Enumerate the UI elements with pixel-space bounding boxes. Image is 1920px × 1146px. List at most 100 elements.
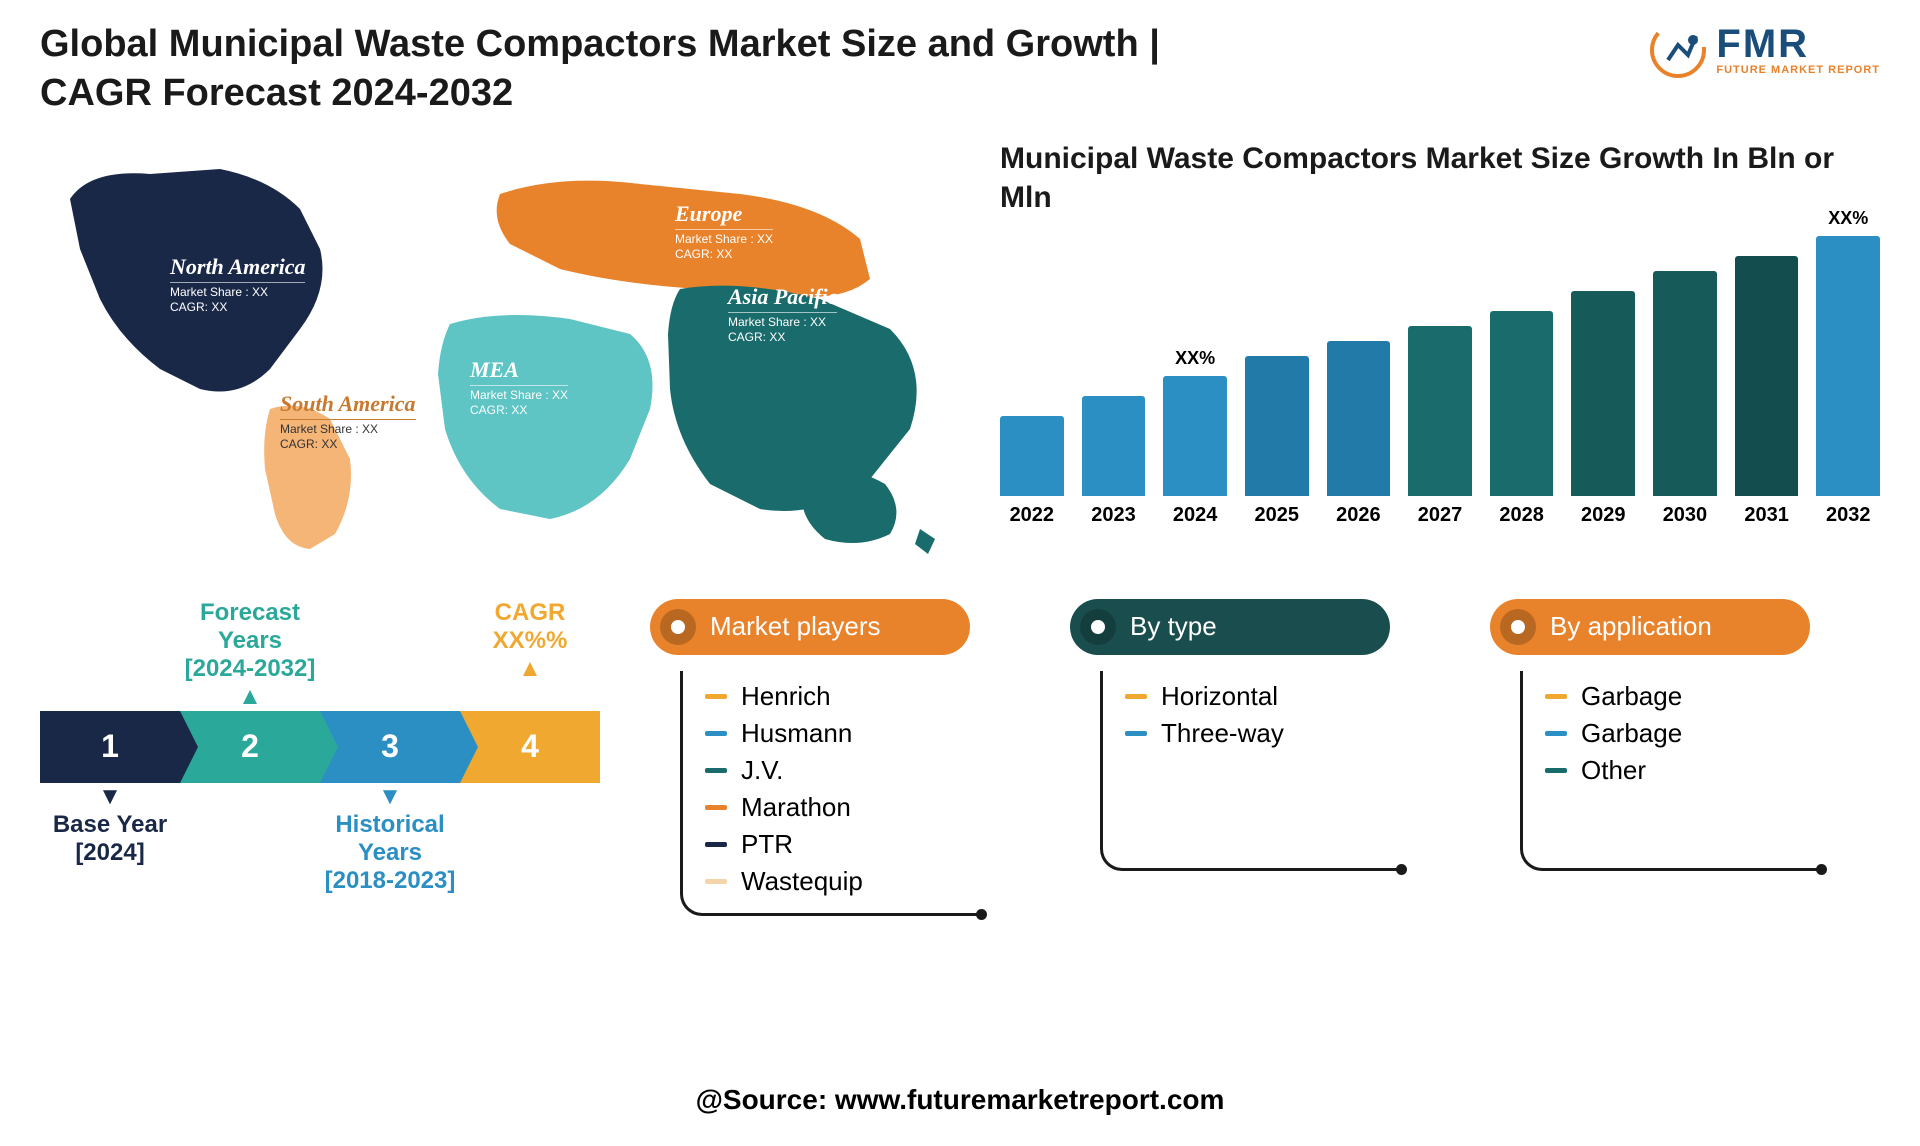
bar-annotation: XX% — [1175, 348, 1215, 369]
list-dash-icon — [1125, 731, 1147, 736]
category-pill: By application — [1490, 599, 1810, 655]
list-item-text: J.V. — [741, 755, 783, 786]
bar — [1327, 341, 1391, 496]
timeline-segment: 3 — [320, 711, 460, 783]
pill-dot-icon — [1080, 609, 1116, 645]
label-north-america: North America Market Share : XX CAGR: XX — [170, 254, 305, 316]
category-section: By application Garbage Garbage Other — [1490, 599, 1880, 916]
timeline-segment: 2 — [180, 711, 320, 783]
pill-dot-icon — [1500, 609, 1536, 645]
timeline: Forecast Years [2024-2032] ▲ CAGR XX%% ▲… — [40, 599, 600, 895]
list-dash-icon — [705, 879, 727, 884]
list-item-text: Wastequip — [741, 866, 863, 897]
bar-col: XX% 2024 — [1163, 376, 1227, 527]
region-australia — [802, 468, 897, 543]
bar — [1571, 291, 1635, 496]
pill-dot-icon — [660, 609, 696, 645]
list-item: Three-way — [1125, 718, 1400, 749]
list-item: Henrich — [705, 681, 980, 712]
bar-year-label: 2022 — [1010, 504, 1055, 527]
bar — [1082, 396, 1146, 496]
list-item-text: PTR — [741, 829, 793, 860]
bar-year-label: 2024 — [1173, 504, 1218, 527]
bar-year-label: 2030 — [1663, 504, 1708, 527]
list-dash-icon — [1545, 694, 1567, 699]
pill-label: Market players — [710, 611, 881, 642]
list-dash-icon — [705, 731, 727, 736]
bar-col: 2028 — [1490, 311, 1554, 527]
bar-col: 2031 — [1735, 256, 1799, 527]
label-south-america: South America Market Share : XX CAGR: XX — [280, 391, 416, 453]
bar-col: 2023 — [1082, 396, 1146, 527]
timeline-segment: 4 — [460, 711, 600, 783]
list-item-text: Horizontal — [1161, 681, 1278, 712]
list-item: Garbage — [1545, 718, 1820, 749]
bar-year-label: 2023 — [1091, 504, 1136, 527]
bar — [1735, 256, 1799, 496]
bar — [1000, 416, 1064, 496]
bar-year-label: 2025 — [1254, 504, 1299, 527]
category-list: Henrich Husmann J.V. Marathon PTR Wastequip — [680, 671, 980, 916]
list-item-text: Garbage — [1581, 718, 1682, 749]
world-map: North America Market Share : XX CAGR: XX… — [40, 139, 960, 559]
bar-chart: Municipal Waste Compactors Market Size G… — [1000, 139, 1880, 559]
pill-label: By type — [1130, 611, 1217, 642]
category-pill: By type — [1070, 599, 1390, 655]
bar-col: 2027 — [1408, 326, 1472, 527]
list-item: Husmann — [705, 718, 980, 749]
list-dash-icon — [705, 805, 727, 810]
list-item: Other — [1545, 755, 1820, 786]
bar-annotation: XX% — [1828, 208, 1868, 229]
category-pill: Market players — [650, 599, 970, 655]
bar-col: 2030 — [1653, 271, 1717, 527]
bar-col: 2026 — [1327, 341, 1391, 527]
tl-cagr-label: CAGR XX%% ▲ — [460, 599, 600, 711]
label-europe: Europe Market Share : XX CAGR: XX — [675, 201, 773, 263]
bar — [1245, 356, 1309, 496]
list-item: J.V. — [705, 755, 980, 786]
page-title: Global Municipal Waste Compactors Market… — [40, 20, 1240, 119]
tl-base-label: ▼ Base Year [2024] — [40, 783, 180, 895]
category-section: By type Horizontal Three-way — [1070, 599, 1460, 916]
list-item-text: Marathon — [741, 792, 851, 823]
timeline-segment: 1 — [40, 711, 180, 783]
list-dash-icon — [1125, 694, 1147, 699]
bar-year-label: 2027 — [1418, 504, 1463, 527]
bar-col: 2025 — [1245, 356, 1309, 527]
logo-sub-text: FUTURE MARKET REPORT — [1716, 64, 1880, 76]
bar-year-label: 2028 — [1499, 504, 1544, 527]
bar: XX% — [1163, 376, 1227, 496]
chart-title: Municipal Waste Compactors Market Size G… — [1000, 139, 1880, 217]
bar-col: 2029 — [1571, 291, 1635, 527]
bar-year-label: 2029 — [1581, 504, 1626, 527]
label-mea: MEA Market Share : XX CAGR: XX — [470, 357, 568, 419]
list-dash-icon — [705, 694, 727, 699]
pill-label: By application — [1550, 611, 1712, 642]
region-nz — [915, 529, 935, 554]
category-list: Garbage Garbage Other — [1520, 671, 1820, 871]
bar — [1490, 311, 1554, 496]
bar-col: XX%2032 — [1816, 236, 1880, 527]
bar: XX% — [1816, 236, 1880, 496]
logo-main-text: FMR — [1716, 24, 1880, 64]
logo: FMR FUTURE MARKET REPORT — [1648, 20, 1880, 80]
list-item: PTR — [705, 829, 980, 860]
list-item-text: Three-way — [1161, 718, 1284, 749]
list-dash-icon — [705, 842, 727, 847]
label-asia-pacific: Asia Pacific Market Share : XX CAGR: XX — [728, 284, 837, 346]
source-text: @Source: www.futuremarketreport.com — [696, 1084, 1225, 1116]
bar-year-label: 2026 — [1336, 504, 1381, 527]
list-item: Wastequip — [705, 866, 980, 897]
bar — [1408, 326, 1472, 496]
category-list: Horizontal Three-way — [1100, 671, 1400, 871]
list-item-text: Husmann — [741, 718, 852, 749]
bar-year-label: 2031 — [1744, 504, 1789, 527]
list-item: Garbage — [1545, 681, 1820, 712]
bar — [1653, 271, 1717, 496]
bar-col: 2022 — [1000, 416, 1064, 527]
list-item-text: Henrich — [741, 681, 831, 712]
list-item-text: Other — [1581, 755, 1646, 786]
list-item-text: Garbage — [1581, 681, 1682, 712]
tl-hist-label: ▼ Historical Years [2018-2023] — [320, 783, 460, 895]
list-dash-icon — [705, 768, 727, 773]
